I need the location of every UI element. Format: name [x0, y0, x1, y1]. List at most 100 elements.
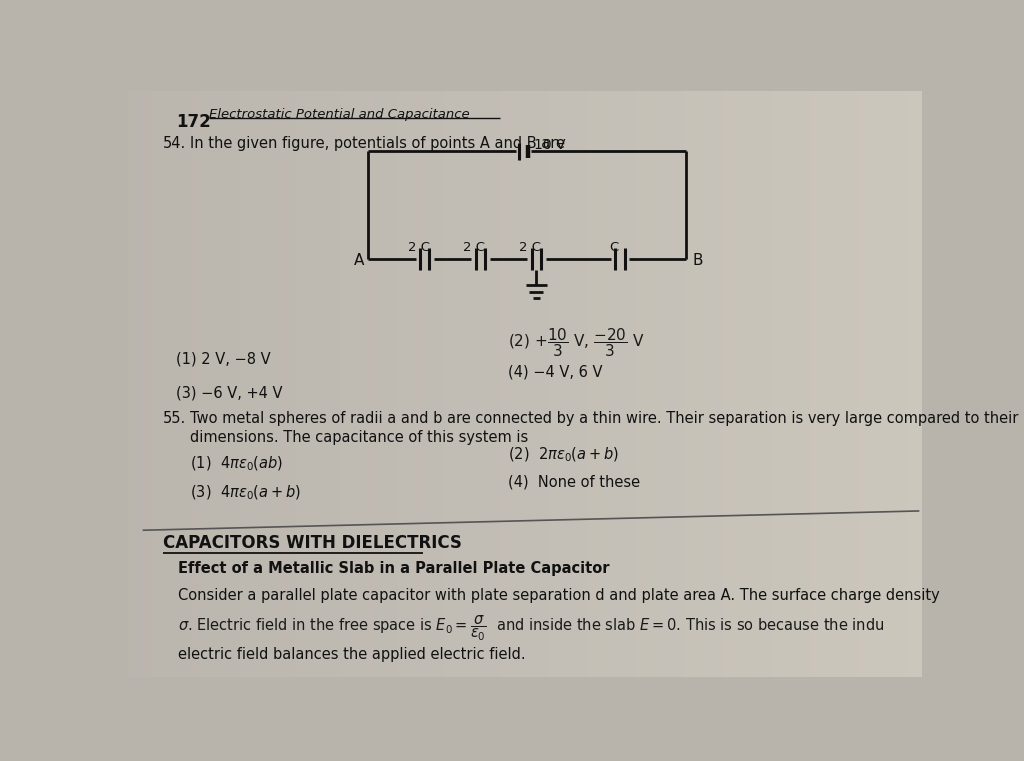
Bar — [905, 91, 913, 677]
Bar — [739, 91, 748, 677]
Text: 10 V: 10 V — [535, 138, 565, 151]
Bar — [532, 91, 541, 677]
Bar — [549, 91, 557, 677]
Bar — [240, 91, 247, 677]
Bar — [858, 91, 866, 677]
Bar — [207, 91, 215, 677]
Text: (1) 2 V, −8 V: (1) 2 V, −8 V — [176, 352, 270, 367]
Bar — [287, 91, 295, 677]
Text: (4) −4 V, 6 V: (4) −4 V, 6 V — [508, 365, 602, 380]
Text: $\sigma$. Electric field in the free space is $E_0 = \dfrac{\sigma}{\varepsilon_: $\sigma$. Electric field in the free spa… — [178, 613, 885, 642]
Bar — [342, 91, 350, 677]
Bar — [803, 91, 811, 677]
Text: C: C — [609, 240, 618, 253]
Bar — [612, 91, 621, 677]
Bar — [596, 91, 604, 677]
Bar — [231, 91, 240, 677]
Bar — [715, 91, 723, 677]
Bar — [755, 91, 763, 677]
Bar — [604, 91, 612, 677]
Bar — [454, 91, 461, 677]
Text: electric field balances the applied electric field.: electric field balances the applied elec… — [178, 648, 526, 662]
Bar — [517, 91, 525, 677]
Bar — [270, 91, 279, 677]
Bar — [748, 91, 755, 677]
Bar — [818, 91, 826, 677]
Bar — [327, 91, 334, 677]
Text: (3)  $4\pi\varepsilon_0(a+b)$: (3) $4\pi\varepsilon_0(a+b)$ — [190, 484, 301, 502]
Bar — [795, 91, 803, 677]
Bar — [215, 91, 223, 677]
Bar — [477, 91, 485, 677]
Text: 55.: 55. — [163, 411, 186, 426]
Bar — [684, 91, 691, 677]
Bar — [128, 91, 136, 677]
Bar — [873, 91, 882, 677]
Bar — [461, 91, 469, 677]
Bar — [445, 91, 454, 677]
Bar — [279, 91, 287, 677]
Bar — [310, 91, 318, 677]
Bar — [295, 91, 303, 677]
Bar — [469, 91, 477, 677]
Bar — [501, 91, 509, 677]
Bar — [160, 91, 168, 677]
Bar — [223, 91, 231, 677]
Bar — [882, 91, 890, 677]
Text: 172: 172 — [176, 113, 211, 131]
Text: (4)  None of these: (4) None of these — [508, 475, 640, 490]
Bar — [255, 91, 263, 677]
Bar — [247, 91, 255, 677]
Bar — [191, 91, 200, 677]
Bar — [350, 91, 358, 677]
Bar — [850, 91, 858, 677]
Bar — [367, 91, 374, 677]
Text: In the given figure, potentials of points A and B are: In the given figure, potentials of point… — [190, 136, 565, 151]
Bar — [763, 91, 771, 677]
Text: 2 C: 2 C — [464, 240, 485, 253]
Text: Two metal spheres of radii a and b are connected by a thin wire. Their separatio: Two metal spheres of radii a and b are c… — [190, 411, 1019, 426]
Bar — [390, 91, 398, 677]
Bar — [588, 91, 596, 677]
Text: dimensions. The capacitance of this system is: dimensions. The capacitance of this syst… — [190, 430, 528, 445]
Bar — [183, 91, 191, 677]
Bar — [168, 91, 176, 677]
Bar — [581, 91, 588, 677]
Bar — [866, 91, 874, 677]
Bar — [842, 91, 850, 677]
Bar — [913, 91, 922, 677]
Text: (3) −6 V, +4 V: (3) −6 V, +4 V — [176, 386, 283, 400]
Bar — [723, 91, 731, 677]
Bar — [691, 91, 699, 677]
Bar — [652, 91, 659, 677]
Text: 2 C: 2 C — [519, 240, 542, 253]
Bar — [136, 91, 143, 677]
Bar — [200, 91, 207, 677]
Bar — [564, 91, 572, 677]
Bar — [572, 91, 581, 677]
Bar — [334, 91, 342, 677]
Bar — [143, 91, 152, 677]
Text: Consider a parallel plate capacitor with plate separation d and plate area A. Th: Consider a parallel plate capacitor with… — [178, 588, 940, 603]
Text: (2) $+\dfrac{10}{3}$ V, $\dfrac{-20}{3}$ V: (2) $+\dfrac{10}{3}$ V, $\dfrac{-20}{3}$… — [508, 326, 644, 359]
Bar — [509, 91, 517, 677]
Bar — [263, 91, 271, 677]
Bar — [659, 91, 668, 677]
Bar — [176, 91, 183, 677]
Bar — [771, 91, 779, 677]
Bar — [397, 91, 406, 677]
Bar — [835, 91, 843, 677]
Bar — [358, 91, 367, 677]
Text: (1)  $4\pi\varepsilon_0(ab)$: (1) $4\pi\varepsilon_0(ab)$ — [190, 455, 284, 473]
Text: 2 C: 2 C — [408, 240, 430, 253]
Text: B: B — [692, 253, 702, 268]
Bar — [494, 91, 501, 677]
Bar — [303, 91, 310, 677]
Text: CAPACITORS WITH DIELECTRICS: CAPACITORS WITH DIELECTRICS — [163, 534, 462, 552]
Bar — [826, 91, 835, 677]
Bar — [318, 91, 327, 677]
Bar — [374, 91, 382, 677]
Text: Effect of a Metallic Slab in a Parallel Plate Capacitor: Effect of a Metallic Slab in a Parallel … — [178, 561, 610, 576]
Bar — [778, 91, 786, 677]
Bar — [422, 91, 430, 677]
